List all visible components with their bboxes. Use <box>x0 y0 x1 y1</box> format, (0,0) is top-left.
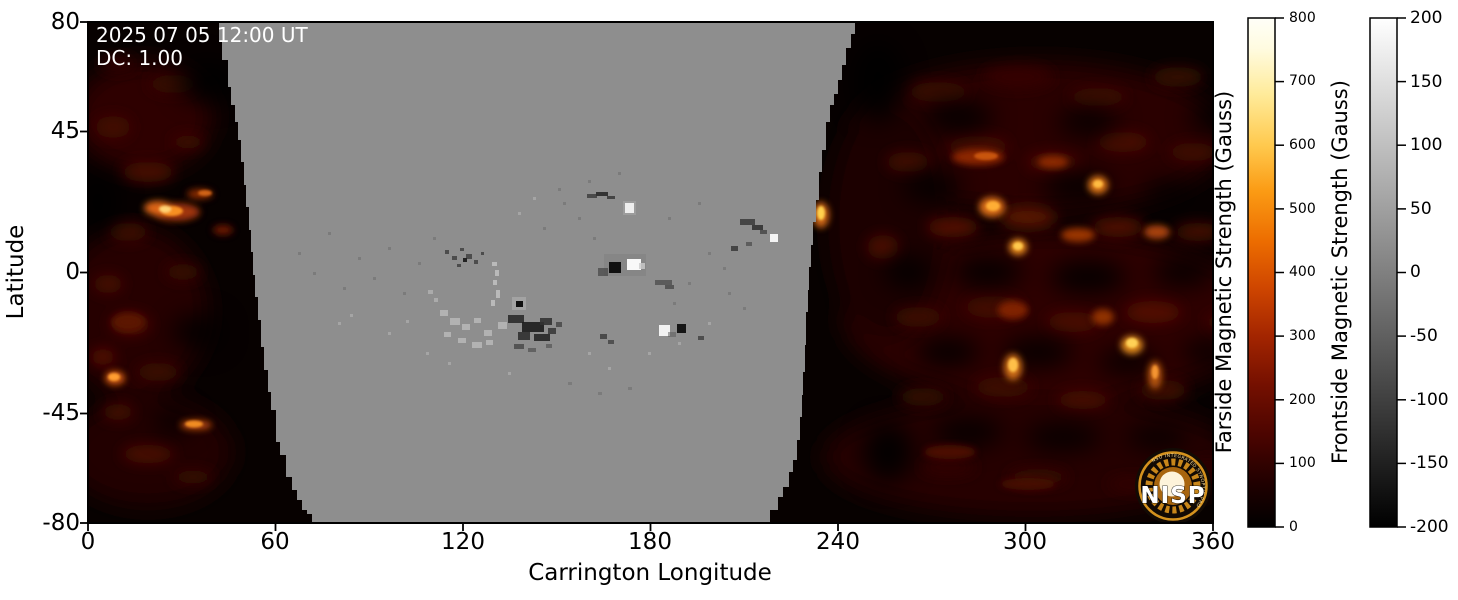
frontside-cb-tick: 150 <box>1410 72 1443 92</box>
x-axis-tickmarks <box>87 523 1214 531</box>
farside-cb-tick: 0 <box>1289 519 1298 535</box>
y-tick-label: 0 <box>65 259 80 285</box>
x-axis-title: Carrington Longitude <box>528 560 772 586</box>
frontside-cb-tick: -100 <box>1410 390 1449 410</box>
farside-cb-tick: 200 <box>1289 392 1316 408</box>
x-tick-label: 240 <box>816 529 860 555</box>
solar-map: NSO INTEGRATED SYNOPTIC PROGRAM NISP <box>87 21 1214 524</box>
farside-cb-tick: 400 <box>1289 264 1316 280</box>
frontside-cb-tick: -150 <box>1410 453 1449 473</box>
farside-cb-tick: 100 <box>1289 455 1316 471</box>
x-tick-label: 60 <box>260 529 290 555</box>
nisp-logo-corona <box>1145 458 1201 514</box>
nisp-logo-text: NISP <box>1140 483 1205 509</box>
farside-colorbar-tickmarks <box>1275 17 1284 528</box>
x-tick-label: 120 <box>441 529 485 555</box>
farside-cb-tick: 600 <box>1289 137 1316 153</box>
farside-cb-tick: 800 <box>1289 10 1316 26</box>
frontside-cb-tick: -50 <box>1410 326 1438 346</box>
x-tick-label: 300 <box>1003 529 1047 555</box>
y-axis-tickmarks <box>80 21 88 524</box>
y-tick-label: 80 <box>50 9 80 35</box>
y-tick-label: 45 <box>50 118 80 144</box>
dc-line: DC: 1.00 <box>96 46 183 70</box>
frontside-cb-tick: -200 <box>1410 517 1449 537</box>
x-tick-label: 360 <box>1191 529 1235 555</box>
frontside-colorbar <box>1369 17 1398 528</box>
farside-dark-gaps <box>88 42 1213 482</box>
nisp-logo: NSO INTEGRATED SYNOPTIC PROGRAM NISP <box>1135 448 1211 523</box>
farside-cb-tick: 700 <box>1289 73 1316 89</box>
frontside-window <box>216 22 855 523</box>
farside-cb-tick: 300 <box>1289 328 1316 344</box>
frontside-cb-tick: 200 <box>1410 8 1443 28</box>
date-line: 2025 07 05 12:00 UT <box>96 23 308 47</box>
nisp-logo-ring <box>1138 451 1208 521</box>
y-tick-label: -45 <box>42 400 80 426</box>
frontside-colorbar-label: Frontside Magnetic Strength (Gauss) <box>1328 80 1352 464</box>
date-annotation: 2025 07 05 12:00 UT DC: 1.00 <box>96 24 308 70</box>
farside-cb-tick: 500 <box>1289 201 1316 217</box>
frontside-cb-tick: 50 <box>1410 199 1432 219</box>
frontside-colorbar-tickmarks <box>1397 17 1406 528</box>
nisp-logo-sun <box>1159 471 1185 497</box>
frontside-active-regions <box>298 172 778 395</box>
farside-mottle-layer <box>91 57 1213 491</box>
x-tick-label: 180 <box>628 529 672 555</box>
farside-colorbar <box>1247 17 1276 528</box>
frontside-cb-tick: 0 <box>1410 262 1421 282</box>
x-tick-label: 0 <box>80 529 96 555</box>
y-axis-title: Latitude <box>3 224 29 320</box>
farside-colorbar-label: Farside Magnetic Strength (Gauss) <box>1212 90 1236 454</box>
farside-bright-cores <box>108 152 1159 428</box>
y-tick-label: -80 <box>42 510 80 536</box>
frontside-cb-tick: 100 <box>1410 135 1443 155</box>
